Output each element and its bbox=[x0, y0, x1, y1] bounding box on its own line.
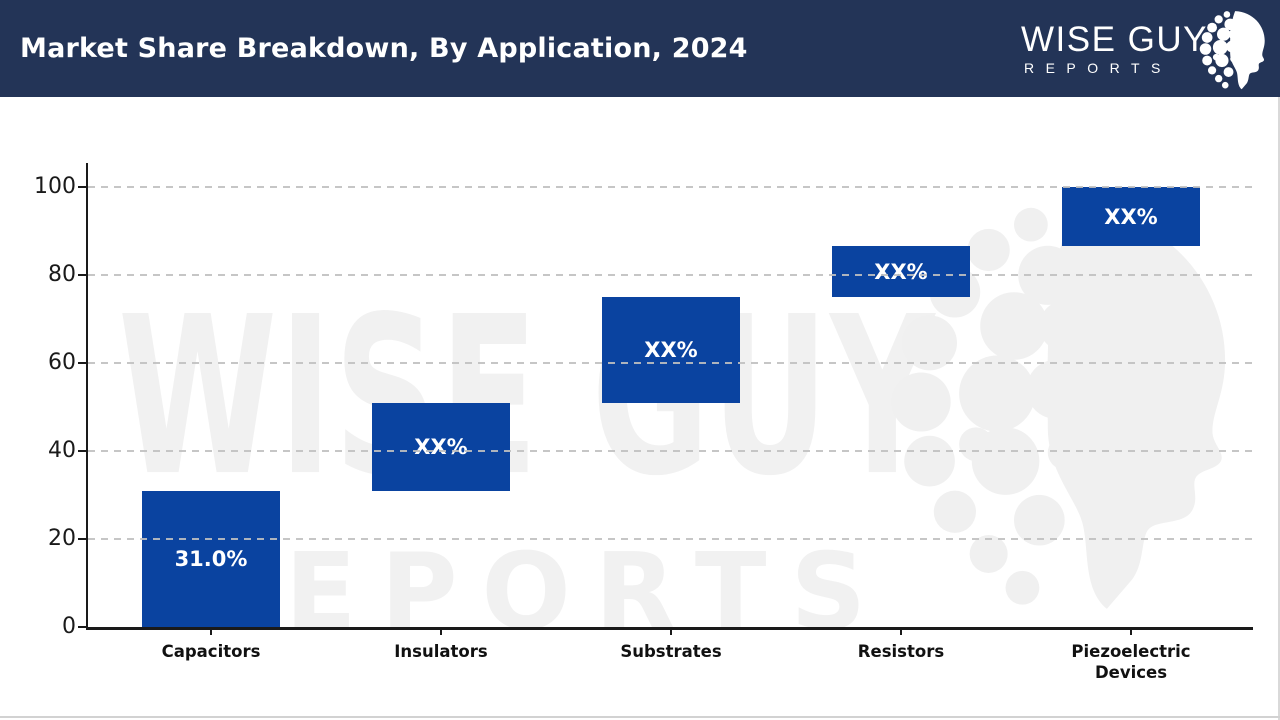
bar-value-label: XX% bbox=[644, 337, 698, 362]
bar-resistors: XX% bbox=[832, 246, 970, 297]
bar-piezoelectric-devices: XX% bbox=[1062, 187, 1200, 247]
x-tick-mark bbox=[899, 627, 903, 635]
bar-value-label: XX% bbox=[1104, 204, 1158, 229]
bar-value-label: XX% bbox=[414, 434, 468, 459]
gridline-100 bbox=[88, 186, 1253, 188]
x-tick-mark bbox=[669, 627, 673, 635]
x-tick-mark bbox=[209, 627, 213, 635]
y-tick-mark bbox=[78, 273, 86, 277]
y-axis-line bbox=[85, 163, 88, 629]
x-category-label: Resistors bbox=[857, 642, 945, 661]
x-category-label: Substrates bbox=[620, 642, 722, 661]
y-tick-label: 20 bbox=[48, 526, 76, 551]
bar-capacitors: 31.0% bbox=[142, 490, 280, 627]
bar-value-label: 31.0% bbox=[174, 546, 248, 571]
gridline-40 bbox=[88, 450, 1253, 452]
x-axis-line bbox=[85, 626, 1253, 630]
bottom-divider bbox=[0, 716, 1280, 718]
x-tick-mark bbox=[1129, 627, 1133, 635]
y-tick-mark bbox=[78, 185, 86, 189]
y-tick-mark bbox=[78, 449, 86, 453]
y-tick-label: 100 bbox=[34, 174, 76, 199]
gridline-60 bbox=[88, 362, 1253, 364]
brand-logo: WISE GUY REPORTS bbox=[1021, 5, 1268, 93]
x-tick-mark bbox=[439, 627, 443, 635]
y-tick-mark bbox=[78, 361, 86, 365]
brand-name: WISE GUY bbox=[1020, 20, 1208, 60]
gridline-20 bbox=[88, 538, 1253, 540]
y-tick-label: 60 bbox=[48, 350, 76, 375]
brand-logo-text: WISE GUY REPORTS bbox=[1020, 20, 1208, 76]
wiseguy-head-icon bbox=[1199, 11, 1265, 90]
brand-subname: REPORTS bbox=[1023, 59, 1172, 76]
y-tick-label: 80 bbox=[48, 262, 76, 287]
x-category-label: Piezoelectric Devices bbox=[1071, 642, 1191, 682]
plot-area: 0 20 40 60 80 100 31.0% Capacitors XX% Insulators… bbox=[34, 174, 1253, 682]
x-category-label: Insulators bbox=[394, 642, 488, 661]
y-tick-mark bbox=[78, 537, 86, 541]
x-category-label: Capacitors bbox=[161, 642, 261, 661]
chart-header: Market Share Breakdown, By Application, … bbox=[0, 0, 1280, 97]
bar-substrates: XX% bbox=[602, 297, 740, 403]
watermark-text: WISE GUY bbox=[118, 269, 937, 524]
y-tick-mark bbox=[78, 625, 86, 629]
bar-insulators: XX% bbox=[372, 402, 510, 491]
y-tick-label: 40 bbox=[48, 438, 76, 463]
y-tick-label: 0 bbox=[62, 614, 76, 639]
bar-value-label: XX% bbox=[874, 259, 928, 284]
page-title: Market Share Breakdown, By Application, … bbox=[20, 33, 748, 64]
gridline-80 bbox=[88, 274, 1253, 276]
